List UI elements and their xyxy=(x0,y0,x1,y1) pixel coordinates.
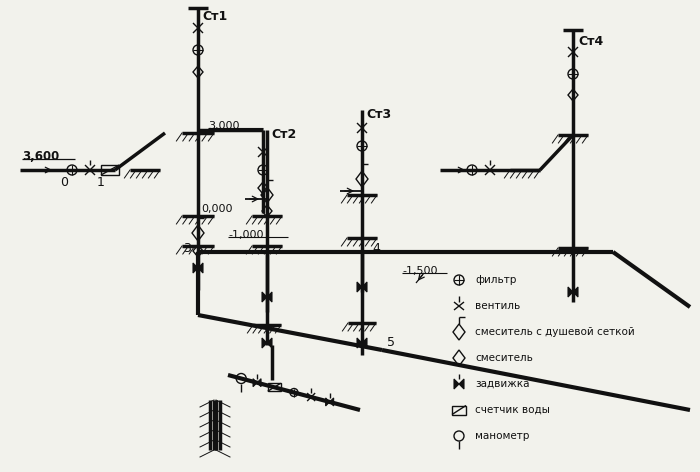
Text: смеситель: смеситель xyxy=(475,353,533,363)
Text: Ст4: Ст4 xyxy=(578,35,603,48)
Bar xyxy=(101,165,119,175)
Text: -1,500: -1,500 xyxy=(402,266,438,276)
Polygon shape xyxy=(253,379,257,387)
Text: 4: 4 xyxy=(372,243,380,255)
Text: счетчик воды: счетчик воды xyxy=(475,405,550,415)
Polygon shape xyxy=(326,398,330,406)
Text: -1,000: -1,000 xyxy=(228,230,263,240)
Text: манометр: манометр xyxy=(475,431,529,441)
Polygon shape xyxy=(357,338,362,348)
Text: 1: 1 xyxy=(97,176,105,188)
Polygon shape xyxy=(459,379,464,389)
Polygon shape xyxy=(568,287,573,297)
Polygon shape xyxy=(262,292,267,302)
Text: фильтр: фильтр xyxy=(475,275,517,285)
Text: Ст2: Ст2 xyxy=(271,127,296,141)
Text: Ст3: Ст3 xyxy=(366,108,391,120)
Polygon shape xyxy=(573,287,578,297)
Bar xyxy=(267,383,281,391)
Polygon shape xyxy=(198,263,203,273)
Polygon shape xyxy=(362,338,367,348)
Polygon shape xyxy=(330,398,334,406)
Text: вентиль: вентиль xyxy=(475,301,520,311)
Polygon shape xyxy=(454,379,459,389)
Text: Ст1: Ст1 xyxy=(202,10,228,23)
Text: 3,600: 3,600 xyxy=(22,150,60,162)
Text: 5: 5 xyxy=(387,336,395,348)
Polygon shape xyxy=(267,292,272,302)
Text: 0,000: 0,000 xyxy=(201,204,232,214)
Polygon shape xyxy=(193,263,198,273)
Polygon shape xyxy=(257,379,261,387)
Text: задвижка: задвижка xyxy=(475,379,529,389)
Text: 0: 0 xyxy=(60,176,68,188)
Text: 3: 3 xyxy=(183,243,191,255)
Bar xyxy=(452,405,466,414)
Text: смеситель с душевой сеткой: смеситель с душевой сеткой xyxy=(475,327,635,337)
Text: 3,000: 3,000 xyxy=(208,121,239,131)
Polygon shape xyxy=(362,282,367,292)
Polygon shape xyxy=(267,338,272,348)
Polygon shape xyxy=(262,338,267,348)
Polygon shape xyxy=(357,282,362,292)
